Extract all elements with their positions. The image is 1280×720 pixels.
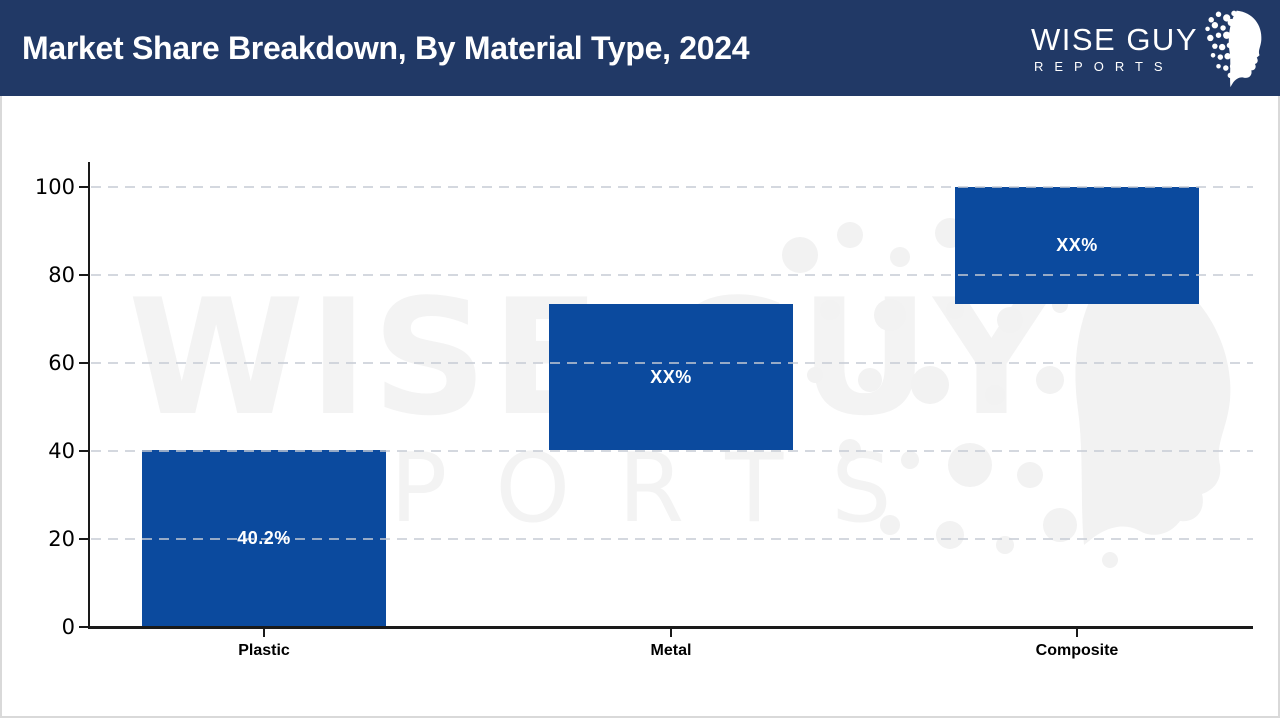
y-tick [79, 274, 88, 276]
y-tick-label: 20 [48, 527, 75, 551]
bar-composite [955, 187, 1199, 304]
x-tick-label: Metal [650, 642, 692, 659]
logo-text-block: WISE GUY REPORTS [1031, 24, 1198, 73]
wiseguy-logo: WISE GUY REPORTS [1031, 7, 1266, 89]
y-axis-spine [88, 162, 90, 629]
logo-wordmark: WISE GUY [1030, 21, 1198, 57]
x-tick [670, 628, 672, 637]
x-tick [1076, 628, 1078, 637]
x-axis-spine [88, 626, 1253, 629]
y-tick-label: 80 [48, 263, 75, 287]
bar-value-label: 40.2% [237, 528, 291, 548]
x-tick-label: Plastic [238, 642, 290, 659]
y-tick [79, 362, 88, 364]
y-tick [79, 186, 88, 188]
y-tick-label: 0 [61, 615, 75, 639]
header-bar: Market Share Breakdown, By Material Type… [0, 0, 1280, 96]
y-tick [79, 450, 88, 452]
gridline [91, 274, 1253, 276]
logo-subtitle: REPORTS [1033, 58, 1174, 74]
page-title: Market Share Breakdown, By Material Type… [22, 29, 750, 66]
gridline [91, 362, 1253, 364]
x-tick-label: Composite [1035, 642, 1119, 659]
gridline [91, 450, 1253, 452]
y-tick [79, 538, 88, 540]
bar-metal [549, 304, 793, 450]
x-tick [263, 628, 265, 637]
y-tick-label: 100 [34, 175, 75, 199]
y-tick-label: 40 [48, 439, 75, 463]
y-tick-label: 60 [48, 351, 75, 375]
y-tick [79, 626, 88, 628]
gridline [91, 186, 1253, 188]
bar-value-label: XX% [650, 366, 692, 387]
logo-head-icon [1205, 10, 1262, 88]
bar-value-label: XX% [1056, 235, 1098, 255]
gridline [91, 538, 1253, 540]
